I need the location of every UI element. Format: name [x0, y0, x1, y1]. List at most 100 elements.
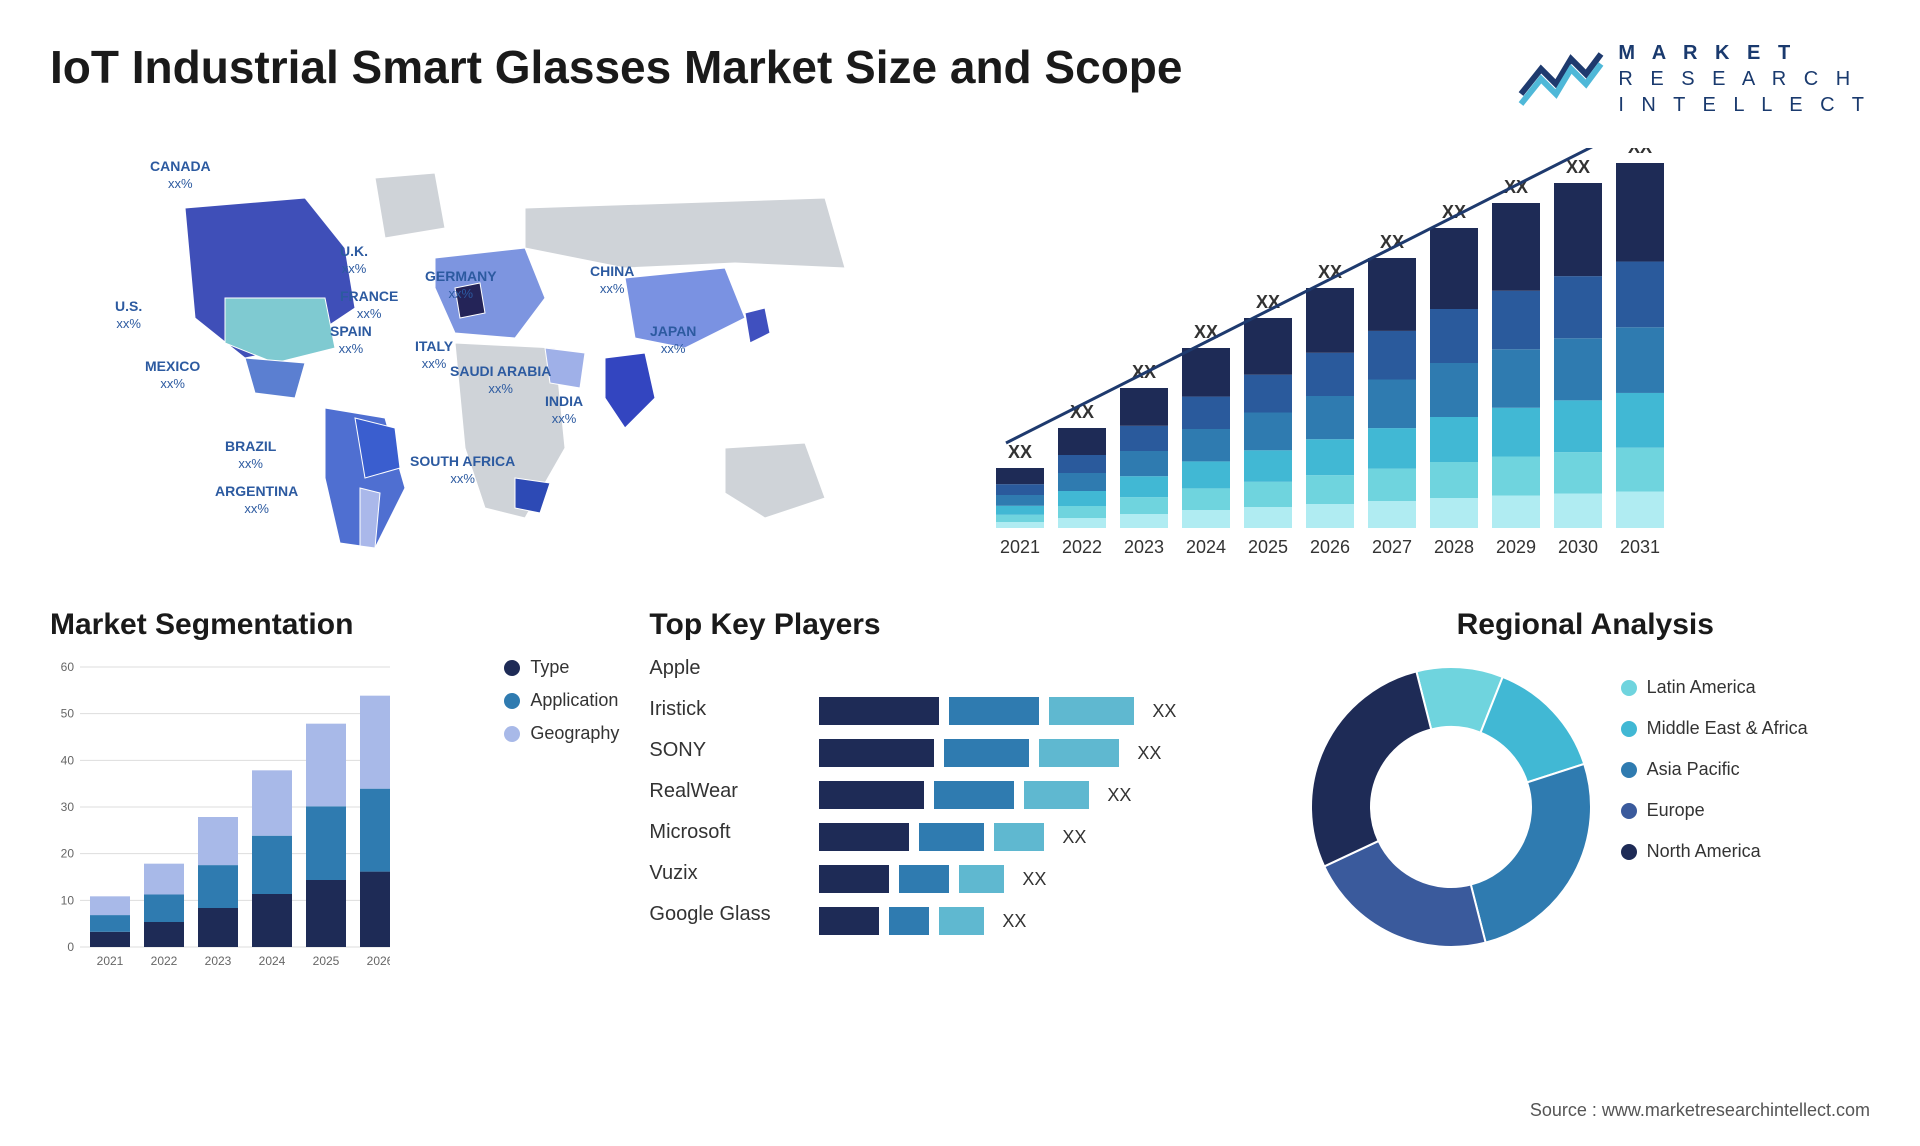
player-bar-row: XX: [819, 781, 1270, 809]
main-growth-chart: XX2021XX2022XX2023XX2024XX2025XX2026XX20…: [980, 148, 1870, 568]
svg-text:2024: 2024: [259, 954, 286, 968]
map-label: FRANCExx%: [340, 288, 398, 322]
player-bar-label: XX: [1137, 743, 1161, 764]
svg-text:50: 50: [61, 707, 75, 721]
svg-text:40: 40: [61, 753, 75, 767]
player-bar-row: XX: [819, 739, 1270, 767]
player-bar-seg: [994, 823, 1044, 851]
legend-label: Type: [530, 657, 569, 678]
svg-text:60: 60: [61, 660, 75, 674]
main-chart-svg: XX2021XX2022XX2023XX2024XX2025XX2026XX20…: [980, 148, 1680, 568]
legend-dot: [1621, 762, 1637, 778]
logo-text: M A R K E T R E S E A R C H I N T E L L …: [1618, 40, 1870, 118]
svg-text:2024: 2024: [1186, 537, 1226, 557]
players-list: AppleIristickSONYRealWearMicrosoftVuzixG…: [649, 657, 799, 935]
brand-logo: M A R K E T R E S E A R C H I N T E L L …: [1516, 40, 1870, 118]
source-text: Source : www.marketresearchintellect.com: [1530, 1100, 1870, 1121]
svg-text:2025: 2025: [1248, 537, 1288, 557]
svg-text:XX: XX: [1566, 157, 1590, 177]
map-label: CHINAxx%: [590, 263, 634, 297]
player-bar-seg: [819, 781, 924, 809]
legend-label: Europe: [1647, 800, 1705, 821]
player-bar-seg: [1039, 739, 1119, 767]
player-bar-seg: [819, 739, 934, 767]
legend-item: Application: [504, 690, 619, 711]
svg-text:XX: XX: [1628, 148, 1652, 157]
map-label: SPAINxx%: [330, 323, 372, 357]
key-players-panel: Top Key Players AppleIristickSONYRealWea…: [649, 608, 1270, 1008]
player-bar-label: XX: [1152, 701, 1176, 722]
legend-item: Asia Pacific: [1621, 759, 1808, 780]
world-map: CANADAxx%U.S.xx%MEXICOxx%BRAZILxx%ARGENT…: [50, 148, 940, 568]
player-bar-label: XX: [1022, 869, 1046, 890]
player-bar-row: XX: [819, 823, 1270, 851]
regional-legend: Latin America Middle East & Africa Asia Pa…: [1621, 657, 1808, 862]
legend-item: Geography: [504, 723, 619, 744]
legend-label: Asia Pacific: [1647, 759, 1740, 780]
legend-item: Middle East & Africa: [1621, 718, 1808, 739]
legend-item: Latin America: [1621, 677, 1808, 698]
player-bar-seg: [959, 865, 1004, 893]
player-bar-seg: [949, 697, 1039, 725]
svg-text:0: 0: [67, 940, 74, 954]
svg-text:2030: 2030: [1558, 537, 1598, 557]
svg-text:2022: 2022: [1062, 537, 1102, 557]
map-label: ARGENTINAxx%: [215, 483, 298, 517]
player-bar-label: XX: [1107, 785, 1131, 806]
legend-label: Geography: [530, 723, 619, 744]
players-bars: XX XX XX XX XX XX: [819, 657, 1270, 935]
map-label: GERMANYxx%: [425, 268, 497, 302]
page-title: IoT Industrial Smart Glasses Market Size…: [50, 40, 1182, 94]
player-bar-seg: [889, 907, 929, 935]
svg-text:2022: 2022: [151, 954, 178, 968]
legend-dot: [1621, 721, 1637, 737]
segmentation-panel: Market Segmentation 01020304050602021202…: [50, 608, 619, 1008]
player-bar-row: XX: [819, 907, 1270, 935]
logo-icon: [1516, 44, 1606, 114]
player-bar-seg: [819, 823, 909, 851]
svg-text:20: 20: [61, 847, 75, 861]
svg-text:2029: 2029: [1496, 537, 1536, 557]
svg-text:2026: 2026: [1310, 537, 1350, 557]
legend-dot: [1621, 844, 1637, 860]
svg-text:2023: 2023: [205, 954, 232, 968]
player-name: Vuzix: [649, 862, 799, 885]
legend-label: Application: [530, 690, 618, 711]
player-name: Apple: [649, 657, 799, 680]
regional-panel: Regional Analysis Latin America Middle Ea…: [1301, 608, 1870, 1008]
player-bar-row: XX: [819, 865, 1270, 893]
player-bar-seg: [899, 865, 949, 893]
legend-label: Latin America: [1647, 677, 1756, 698]
legend-item: North America: [1621, 841, 1808, 862]
player-bar-seg: [939, 907, 984, 935]
legend-dot: [504, 693, 520, 709]
player-bar-seg: [919, 823, 984, 851]
legend-item: Europe: [1621, 800, 1808, 821]
legend-label: Middle East & Africa: [1647, 718, 1808, 739]
svg-text:2027: 2027: [1372, 537, 1412, 557]
player-bar-seg: [1049, 697, 1134, 725]
player-name: Iristick: [649, 698, 799, 721]
map-label: SOUTH AFRICAxx%: [410, 453, 515, 487]
player-name: RealWear: [649, 780, 799, 803]
svg-text:2021: 2021: [1000, 537, 1040, 557]
svg-text:10: 10: [61, 893, 75, 907]
player-bar-seg: [934, 781, 1014, 809]
player-bar-label: XX: [1002, 911, 1026, 932]
legend-label: North America: [1647, 841, 1761, 862]
map-label: CANADAxx%: [150, 158, 211, 192]
map-label: SAUDI ARABIAxx%: [450, 363, 551, 397]
player-bar-seg: [819, 907, 879, 935]
map-label: MEXICOxx%: [145, 358, 200, 392]
map-label: JAPANxx%: [650, 323, 696, 357]
map-label: U.K.xx%: [340, 243, 368, 277]
regional-title: Regional Analysis: [1301, 608, 1870, 642]
player-bar-seg: [1024, 781, 1089, 809]
svg-text:2025: 2025: [313, 954, 340, 968]
legend-item: Type: [504, 657, 619, 678]
segmentation-title: Market Segmentation: [50, 608, 619, 642]
player-name: Google Glass: [649, 903, 799, 926]
player-bar-row: XX: [819, 697, 1270, 725]
svg-text:XX: XX: [1008, 442, 1032, 462]
player-bar-seg: [944, 739, 1029, 767]
